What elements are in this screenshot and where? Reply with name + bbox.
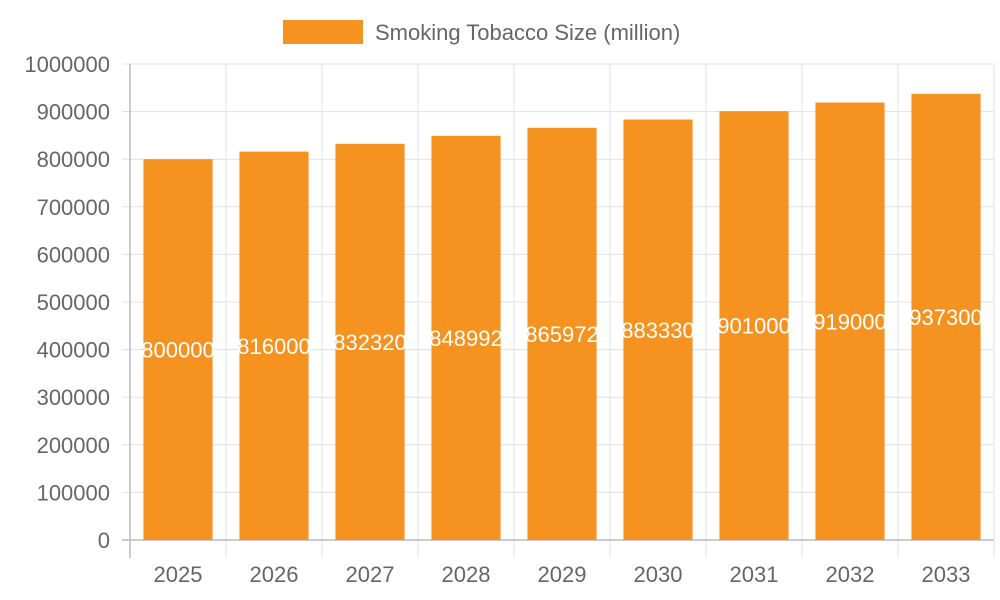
y-axis: 0 100000 200000 300000 400000 500000 600000 700… xyxy=(24,52,131,558)
data-label: 919000 xyxy=(813,309,886,334)
y-tick-label: 1000000 xyxy=(24,52,110,77)
y-tick-label: 100000 xyxy=(37,480,110,505)
x-tick-label: 2028 xyxy=(442,562,491,587)
bar-2030[interactable] xyxy=(623,119,693,541)
x-tick-label: 2029 xyxy=(538,562,587,587)
bar-2032[interactable] xyxy=(815,102,885,540)
legend-label: Smoking Tobacco Size (million) xyxy=(375,20,680,45)
legend-swatch xyxy=(283,20,363,44)
data-label: 937300 xyxy=(909,305,982,330)
bar-2027[interactable] xyxy=(335,143,405,540)
data-label: 901000 xyxy=(717,314,790,339)
data-labels: 800000 816000 832320 848992 865972 883330 9010… xyxy=(141,305,982,363)
y-tick-label: 700000 xyxy=(37,195,110,220)
bar-series xyxy=(143,93,981,541)
data-label: 848992 xyxy=(429,326,502,351)
y-tick-label: 900000 xyxy=(37,100,110,125)
y-tick-label: 600000 xyxy=(37,242,110,267)
x-axis: 2025 2026 2027 2028 2029 2030 2031 2032 2033 xyxy=(122,539,994,587)
data-label: 832320 xyxy=(333,330,406,355)
y-tick-label: 800000 xyxy=(37,147,110,172)
bar-2029[interactable] xyxy=(527,127,597,540)
y-tick-label: 400000 xyxy=(37,338,110,363)
data-label: 800000 xyxy=(141,338,214,363)
x-tick-label: 2026 xyxy=(250,562,299,587)
bar-2033[interactable] xyxy=(911,93,981,540)
x-tick-label: 2027 xyxy=(346,562,395,587)
legend[interactable]: Smoking Tobacco Size (million) xyxy=(283,20,680,45)
x-tick-label: 2032 xyxy=(826,562,875,587)
y-tick-label: 200000 xyxy=(37,433,110,458)
x-tick-label: 2031 xyxy=(730,562,779,587)
y-tick-label: 0 xyxy=(98,528,110,553)
y-tick-label: 300000 xyxy=(37,385,110,410)
bar-2026[interactable] xyxy=(239,151,309,541)
x-tick-label: 2025 xyxy=(154,562,203,587)
y-tick-label: 500000 xyxy=(37,290,110,315)
x-tick-label: 2033 xyxy=(922,562,971,587)
bar-2025[interactable] xyxy=(143,159,213,540)
data-label: 865972 xyxy=(525,322,598,347)
bar-2028[interactable] xyxy=(431,135,501,540)
data-label: 816000 xyxy=(237,334,310,359)
x-tick-label: 2030 xyxy=(634,562,683,587)
data-label: 883330 xyxy=(621,318,694,343)
bar-2031[interactable] xyxy=(719,111,789,541)
